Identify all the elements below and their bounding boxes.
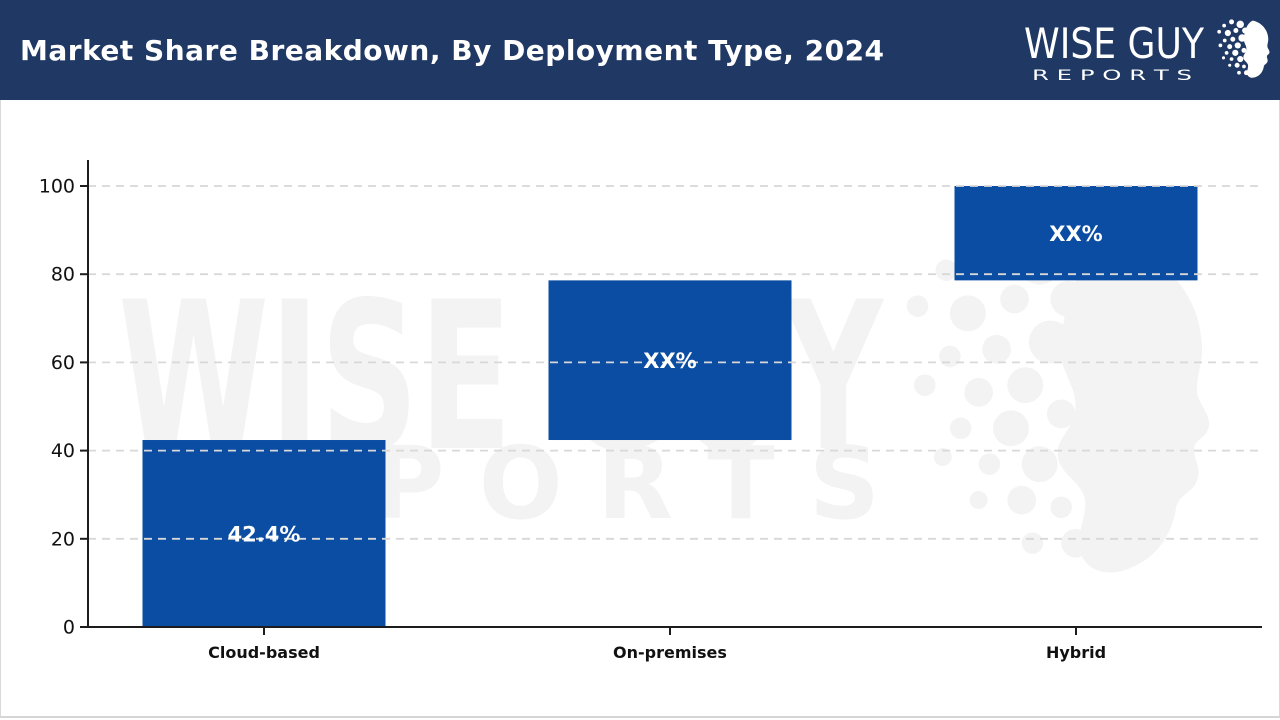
bar-label-on-premises: XX% xyxy=(643,349,696,373)
bar-label-cloud-based: 42.4% xyxy=(228,523,301,547)
header-band: Market Share Breakdown, By Deployment Ty… xyxy=(0,0,1280,100)
bar-hybrid xyxy=(954,186,1198,281)
x-tick-label-on-premises: On-premises xyxy=(613,643,727,662)
page-title: Market Share Breakdown, By Deployment Ty… xyxy=(20,33,885,67)
bar-on-premises xyxy=(548,280,792,441)
watermark-face-icon xyxy=(906,234,1210,573)
y-tick-label-20: 20 xyxy=(51,528,75,550)
y-tick-label-100: 100 xyxy=(39,176,75,198)
x-tick-label-hybrid: Hybrid xyxy=(1046,643,1106,662)
bar-label-hybrid: XX% xyxy=(1049,222,1102,246)
logo-subtext: R E P O R T S xyxy=(1032,68,1192,84)
x-tick-label-cloud-based: Cloud-based xyxy=(208,643,320,662)
y-tick-label-60: 60 xyxy=(51,352,75,374)
y-tick-label-0: 0 xyxy=(63,617,75,639)
wise-guy-reports-logo: WISE GUY R E P O R T S xyxy=(1024,19,1270,84)
logo-wordmark: WISE GUY xyxy=(1024,19,1204,68)
y-tick-label-40: 40 xyxy=(51,440,75,462)
y-tick-label-80: 80 xyxy=(51,264,75,286)
bar-cloud-based xyxy=(142,440,386,627)
